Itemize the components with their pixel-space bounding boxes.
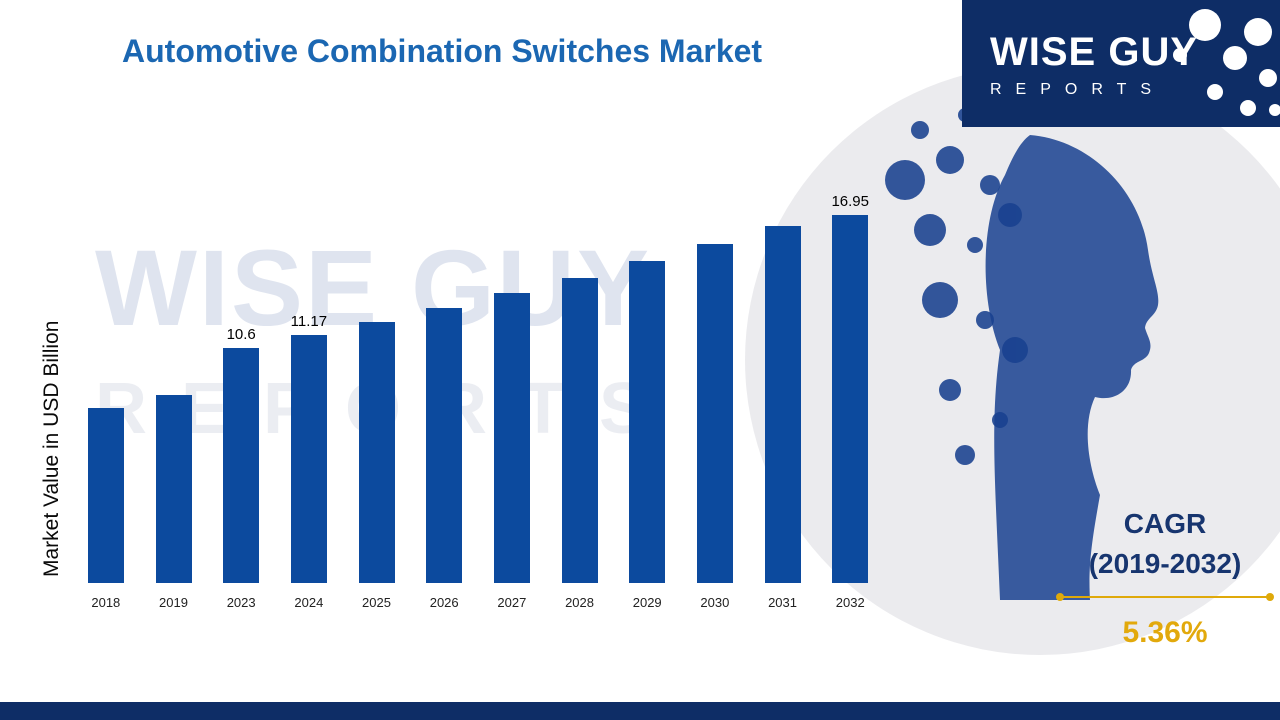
bar-chart: 2018 2019 10.6 2023 11.17 2024 2025 2026 2027 202… [72, 193, 884, 610]
bar-column: 2030 [681, 193, 749, 610]
bar [764, 226, 801, 583]
bar-column: 2026 [410, 193, 478, 610]
bar [426, 308, 463, 583]
bar [561, 278, 598, 583]
logo-wordmark: WISE GUY REPORTS [990, 30, 1198, 99]
bar-column: 10.6 2023 [207, 193, 275, 610]
x-axis-tick-label: 2019 [159, 595, 188, 610]
bar [87, 408, 124, 583]
cagr-label: CAGR [1123, 508, 1207, 539]
divider-dot-left [1056, 593, 1064, 601]
bar-column: 2029 [613, 193, 681, 610]
bar-value-label: 11.17 [290, 313, 328, 330]
x-axis-tick-label: 2024 [294, 595, 324, 610]
x-axis-tick-label: 2031 [768, 595, 797, 610]
cagr-range: (2019-2032) [1088, 548, 1242, 579]
cagr-value: 5.36% [1122, 616, 1208, 649]
x-axis-tick-label: 2025 [362, 595, 391, 610]
bar-value-label: 16.95 [831, 193, 869, 210]
bar-column: 16.95 2032 [816, 193, 884, 610]
head-silhouette-graphic [885, 108, 1159, 600]
x-axis-tick-label: 2027 [497, 595, 527, 610]
logo-head-icon [1173, 9, 1280, 116]
page-title: Automotive Combination Switches Market [122, 33, 763, 69]
bar-column: 2018 [72, 193, 140, 610]
logo-brand-text: WISE GUY [990, 30, 1199, 74]
bar-column: 2031 [749, 193, 817, 610]
x-axis-tick-label: 2026 [429, 595, 459, 610]
x-axis-tick-label: 2030 [700, 595, 730, 610]
bar [155, 395, 192, 583]
bar-column: 2028 [546, 193, 614, 610]
x-axis-tick-label: 2023 [226, 595, 256, 610]
bar [696, 244, 733, 583]
x-axis-tick-label: 2028 [565, 595, 594, 610]
x-axis-tick-label: 2032 [835, 595, 865, 610]
logo-subtext: REPORTS [990, 81, 1166, 98]
bar [290, 335, 327, 583]
bar [832, 215, 869, 583]
bar [493, 293, 530, 583]
x-axis-tick-label: 2018 [91, 595, 121, 610]
bar-column: 2025 [343, 193, 411, 610]
bar [629, 261, 666, 583]
cagr-block: CAGR (2019-2032) 5.36% [1056, 508, 1274, 650]
x-axis-tick-label: 2029 [632, 595, 662, 610]
bar [223, 348, 260, 583]
bar-value-label: 10.6 [226, 326, 256, 343]
divider-dot-right [1266, 593, 1274, 601]
bar-column: 2019 [140, 193, 208, 610]
bar-column: 11.17 2024 [275, 193, 343, 610]
bar-column: 2027 [478, 193, 546, 610]
footer-bar [0, 702, 1280, 720]
logo-panel: WISE GUY REPORTS [962, 0, 1280, 127]
cagr-divider [1056, 593, 1274, 601]
y-axis-label: Market Value in USD Billion [40, 320, 63, 577]
bar [358, 322, 395, 583]
